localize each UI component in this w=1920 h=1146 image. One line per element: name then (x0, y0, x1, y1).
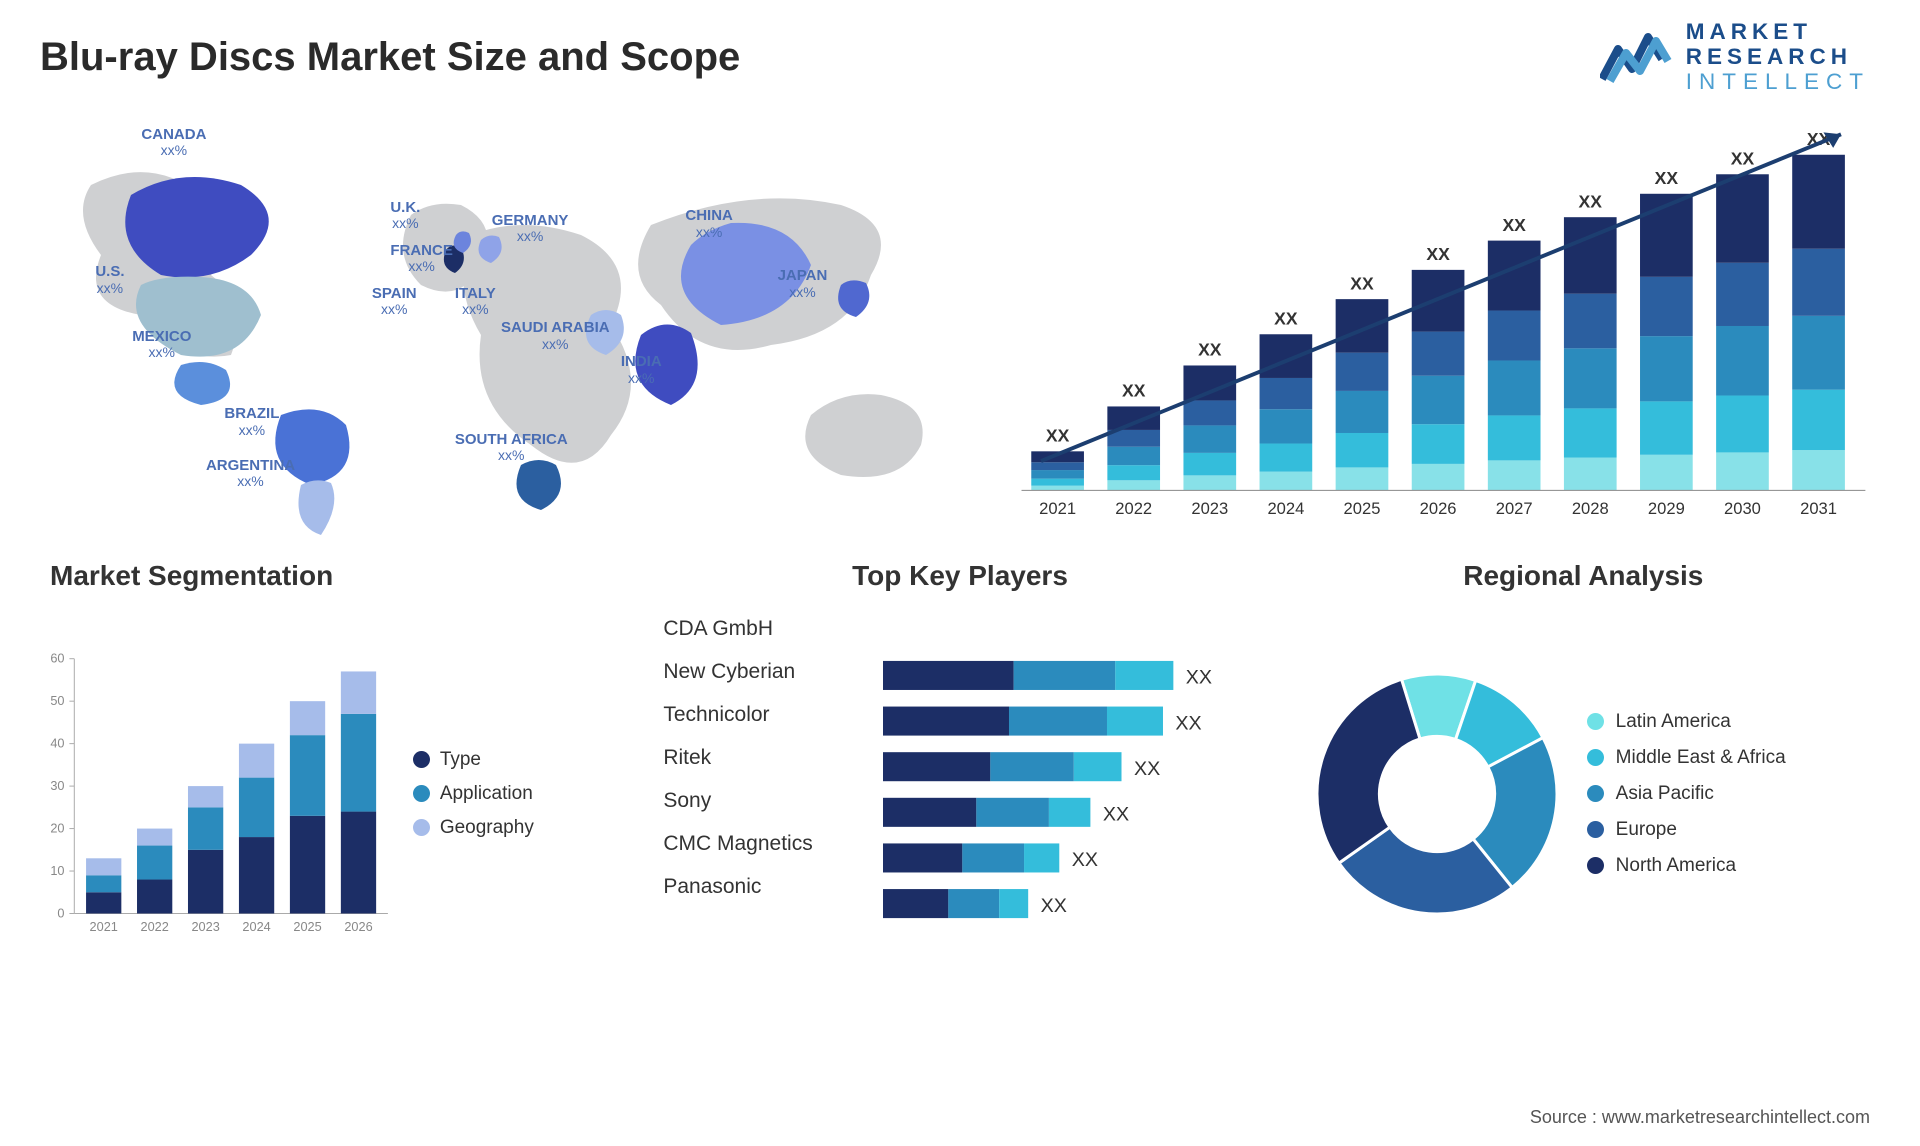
region-legend-item: Europe (1587, 819, 1786, 841)
map-label-southafrica: SOUTH AFRICAxx% (455, 432, 568, 464)
svg-text:XX: XX (1176, 712, 1202, 734)
svg-text:20: 20 (50, 820, 64, 835)
map-label-spain: SPAINxx% (372, 286, 417, 318)
key-players-chart: XX XX XX XX XX XX (883, 607, 1256, 939)
svg-text:2021: 2021 (90, 919, 118, 934)
svg-text:2030: 2030 (1724, 499, 1761, 518)
map-label-argentina: ARGENTINAxx% (206, 458, 295, 490)
svg-text:2025: 2025 (1343, 499, 1380, 518)
world-map-panel: CANADAxx% U.S.xx% MEXICOxx% BRAZILxx% ARGENT… (40, 105, 962, 535)
region-legend-item: Asia Pacific (1587, 783, 1786, 805)
regional-legend: Latin America Middle East & Africa Asia Pa… (1587, 697, 1786, 891)
svg-text:XX: XX (1186, 667, 1212, 689)
svg-text:2021: 2021 (1039, 499, 1076, 518)
svg-text:XX: XX (1046, 426, 1070, 446)
key-player-name: Ritek (663, 736, 863, 779)
svg-text:2027: 2027 (1496, 499, 1533, 518)
svg-text:XX: XX (1198, 340, 1222, 360)
svg-text:2024: 2024 (1267, 499, 1304, 518)
key-players-title: Top Key Players (663, 560, 1256, 592)
regional-title: Regional Analysis (1287, 560, 1880, 592)
svg-text:2022: 2022 (1115, 499, 1152, 518)
svg-text:2028: 2028 (1572, 499, 1609, 518)
growth-chart: XX 2021 XX 2022 XX 2023 XX 2024 XX 2025 XX 2026 XX 20… (1002, 105, 1880, 525)
logo-line3: INTELLECT (1686, 70, 1870, 95)
logo-line2: RESEARCH (1686, 45, 1870, 70)
svg-text:XX: XX (1655, 168, 1679, 188)
svg-text:XX: XX (1350, 273, 1374, 293)
svg-text:XX: XX (1122, 381, 1146, 401)
key-player-name: CMC Magnetics (663, 822, 863, 865)
logo-icon (1600, 29, 1672, 85)
key-player-name: Technicolor (663, 693, 863, 736)
map-label-saudiarabia: SAUDI ARABIAxx% (501, 320, 610, 352)
map-label-brazil: BRAZILxx% (224, 406, 279, 438)
brand-logo: MARKET RESEARCH INTELLECT (1600, 20, 1870, 94)
map-label-canada: CANADAxx% (141, 127, 206, 159)
regional-panel: Regional Analysis Latin America Middle Ea… (1287, 560, 1880, 980)
svg-text:2023: 2023 (1191, 499, 1228, 518)
seg-legend-item: Application (413, 783, 634, 805)
map-label-mexico: MEXICOxx% (132, 329, 191, 361)
svg-text:0: 0 (57, 905, 64, 920)
key-player-names: CDA GmbHNew CyberianTechnicolorRitekSony… (663, 607, 863, 980)
svg-text:40: 40 (50, 735, 64, 750)
svg-text:XX: XX (1041, 895, 1067, 917)
svg-text:XX: XX (1426, 244, 1450, 264)
region-legend-item: North America (1587, 855, 1786, 877)
map-label-italy: ITALYxx% (455, 286, 496, 318)
segmentation-title: Market Segmentation (40, 560, 633, 592)
map-label-uk: U.K.xx% (390, 200, 420, 232)
segmentation-panel: Market Segmentation 0 10 20 30 40 50 60 2021 202… (40, 560, 633, 980)
logo-line1: MARKET (1686, 20, 1870, 45)
key-player-name: CDA GmbH (663, 607, 863, 650)
map-label-india: INDIAxx% (621, 354, 662, 386)
key-player-name: New Cyberian (663, 650, 863, 693)
key-players-panel: Top Key Players CDA GmbHNew CyberianTech… (663, 560, 1256, 980)
svg-text:XX: XX (1274, 309, 1298, 329)
svg-text:XX: XX (1502, 215, 1526, 235)
svg-text:XX: XX (1103, 804, 1129, 826)
svg-text:10: 10 (50, 862, 64, 877)
map-label-france: FRANCExx% (390, 243, 453, 275)
map-label-japan: JAPANxx% (778, 268, 828, 300)
svg-text:XX: XX (1072, 849, 1098, 871)
key-player-name: Sony (663, 779, 863, 822)
map-label-germany: GERMANYxx% (492, 213, 569, 245)
svg-text:2026: 2026 (1420, 499, 1457, 518)
regional-donut (1307, 664, 1567, 924)
svg-text:2026: 2026 (344, 919, 372, 934)
svg-text:XX: XX (1731, 149, 1755, 169)
source-attribution: Source : www.marketresearchintellect.com (1530, 1107, 1870, 1128)
map-label-us: U.S.xx% (95, 264, 124, 296)
growth-chart-panel: XX 2021 XX 2022 XX 2023 XX 2024 XX 2025 XX 2026 XX 20… (1002, 105, 1880, 535)
svg-text:30: 30 (50, 778, 64, 793)
seg-legend-item: Type (413, 749, 634, 771)
segmentation-legend: Type Application Geography (413, 737, 634, 851)
map-label-china: CHINAxx% (685, 208, 733, 240)
svg-text:2031: 2031 (1800, 499, 1837, 518)
svg-text:2022: 2022 (141, 919, 169, 934)
svg-text:50: 50 (50, 693, 64, 708)
segmentation-chart: 0 10 20 30 40 50 60 2021 2022 2023 2024 2025 2026 (40, 644, 393, 938)
svg-text:2023: 2023 (191, 919, 219, 934)
seg-legend-item: Geography (413, 817, 634, 839)
svg-text:2029: 2029 (1648, 499, 1685, 518)
svg-text:XX: XX (1134, 758, 1160, 780)
svg-text:60: 60 (50, 650, 64, 665)
svg-text:XX: XX (1579, 191, 1603, 211)
svg-text:2024: 2024 (242, 919, 270, 934)
region-legend-item: Middle East & Africa (1587, 747, 1786, 769)
key-player-name: Panasonic (663, 865, 863, 908)
region-legend-item: Latin America (1587, 711, 1786, 733)
svg-text:2025: 2025 (293, 919, 321, 934)
